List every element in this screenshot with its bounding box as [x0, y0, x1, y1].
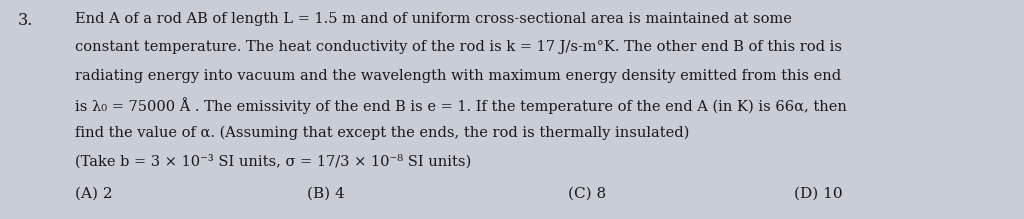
Text: 3.: 3.: [18, 12, 34, 29]
Text: (D) 10: (D) 10: [794, 187, 842, 201]
Text: (B) 4: (B) 4: [307, 187, 345, 201]
Text: constant temperature. The heat conductivity of the rod is k = 17 J/s-m°K. The ot: constant temperature. The heat conductiv…: [75, 41, 842, 55]
Text: radiating energy into vacuum and the wavelength with maximum energy density emit: radiating energy into vacuum and the wav…: [75, 69, 841, 83]
Text: (Take b = 3 × 10⁻³ SI units, σ = 17/3 × 10⁻⁸ SI units): (Take b = 3 × 10⁻³ SI units, σ = 17/3 × …: [75, 154, 471, 169]
Text: is λ₀ = 75000 Å . The emissivity of the end B is e = 1. If the temperature of th: is λ₀ = 75000 Å . The emissivity of the …: [75, 97, 847, 114]
Text: End A of a rod AB of length L = 1.5 m and of uniform cross-sectional area is mai: End A of a rod AB of length L = 1.5 m an…: [75, 12, 792, 26]
Text: (C) 8: (C) 8: [568, 187, 606, 201]
Text: (A) 2: (A) 2: [75, 187, 113, 201]
Text: find the value of α. (Assuming that except the ends, the rod is thermally insula: find the value of α. (Assuming that exce…: [75, 126, 689, 140]
